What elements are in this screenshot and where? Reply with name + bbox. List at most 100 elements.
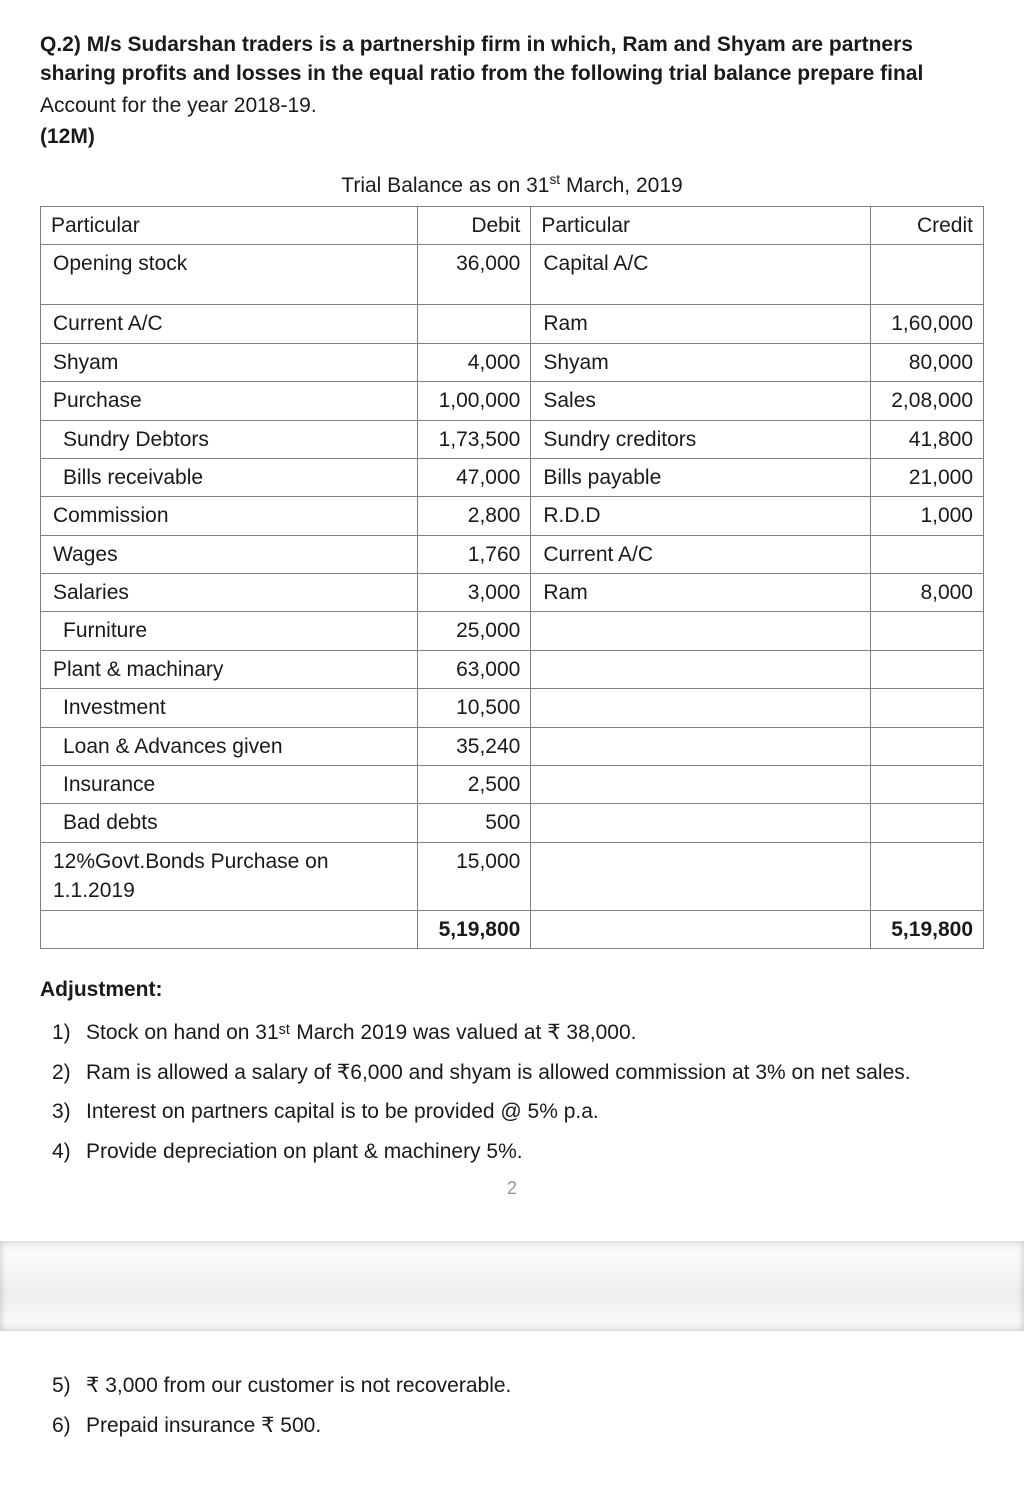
adjustment-number: 5) (52, 1371, 71, 1400)
table-row: Bills receivable47,000Bills payable21,00… (41, 458, 984, 496)
adjustment-heading: Adjustment: (40, 975, 984, 1004)
cell-particular-right (531, 842, 870, 910)
cell-particular-left: Plant & machinary (41, 650, 418, 688)
adjustment-number: 3) (52, 1097, 71, 1126)
table-row: Plant & machinary63,000 (41, 650, 984, 688)
cell-credit-total: 5,19,800 (870, 910, 983, 948)
adjustment-number: 1) (52, 1018, 71, 1047)
adjustment-item: 5) ₹ 3,000 from our customer is not reco… (86, 1371, 984, 1400)
header-particular-left: Particular (41, 206, 418, 244)
table-row: Wages1,760Current A/C (41, 535, 984, 573)
cell-debit: 1,00,000 (418, 382, 531, 420)
table-row: Loan & Advances given35,240 (41, 727, 984, 765)
table-row: Opening stock36,000Capital A/C (41, 245, 984, 305)
cell-debit: 36,000 (418, 245, 531, 305)
question-line1: Q.2) M/s Sudarshan traders is a partners… (40, 30, 984, 89)
table-row: Furniture25,000 (41, 612, 984, 650)
cell-particular-left: Bad debts (41, 804, 418, 842)
cell-credit (870, 535, 983, 573)
cell-debit: 3,000 (418, 574, 531, 612)
cell-particular-left: Sundry Debtors (41, 420, 418, 458)
cell-particular-right: Sales (531, 382, 870, 420)
cell-particular-left: Loan & Advances given (41, 727, 418, 765)
adjustment-item: 4) Provide depreciation on plant & machi… (86, 1137, 984, 1166)
cell-particular-left: Investment (41, 689, 418, 727)
table-row: Salaries3,000Ram8,000 (41, 574, 984, 612)
cell-debit (418, 305, 531, 343)
cell-particular-right (531, 804, 870, 842)
cell-particular-right: Ram (531, 305, 870, 343)
cell-particular-left: Current A/C (41, 305, 418, 343)
adjustment-text: Stock on hand on 31ˢᵗ March 2019 was val… (86, 1021, 636, 1044)
question-marks: (12M) (40, 122, 984, 151)
adjustment-text: Prepaid insurance ₹ 500. (86, 1414, 321, 1437)
cell-credit: 1,000 (870, 497, 983, 535)
cell-debit: 2,500 (418, 766, 531, 804)
cell-particular-right (531, 910, 870, 948)
adjustment-text: Interest on partners capital is to be pr… (86, 1100, 599, 1123)
cell-debit: 1,73,500 (418, 420, 531, 458)
cell-debit-total: 5,19,800 (418, 910, 531, 948)
cell-debit: 10,500 (418, 689, 531, 727)
header-particular-right: Particular (531, 206, 870, 244)
cell-particular-left: 12%Govt.Bonds Purchase on 1.1.2019 (41, 842, 418, 910)
cell-particular-left: Furniture (41, 612, 418, 650)
question-body: M/s Sudarshan traders is a partnership f… (40, 33, 923, 85)
adjustment-number: 2) (52, 1058, 71, 1087)
cell-credit (870, 650, 983, 688)
cell-debit: 2,800 (418, 497, 531, 535)
cell-particular-left: Opening stock (41, 245, 418, 305)
cell-credit (870, 766, 983, 804)
cell-particular-left: Commission (41, 497, 418, 535)
table-row: Bad debts500 (41, 804, 984, 842)
cell-particular-right: R.D.D (531, 497, 870, 535)
cell-particular-left: Shyam (41, 343, 418, 381)
adjustment-item: 1) Stock on hand on 31ˢᵗ March 2019 was … (86, 1018, 984, 1047)
table-row: Sundry Debtors1,73,500Sundry creditors41… (41, 420, 984, 458)
adjustment-number: 6) (52, 1411, 71, 1440)
cell-credit (870, 804, 983, 842)
cell-debit: 63,000 (418, 650, 531, 688)
cell-particular-right: Current A/C (531, 535, 870, 573)
adjustment-list-lower: 5) ₹ 3,000 from our customer is not reco… (40, 1371, 984, 1440)
adjustment-item: 3) Interest on partners capital is to be… (86, 1097, 984, 1126)
cell-particular-left: Purchase (41, 382, 418, 420)
cell-credit (870, 842, 983, 910)
table-row: 12%Govt.Bonds Purchase on 1.1.201915,000 (41, 842, 984, 910)
cell-credit (870, 689, 983, 727)
cell-credit: 8,000 (870, 574, 983, 612)
cell-particular-right (531, 689, 870, 727)
cell-credit: 21,000 (870, 458, 983, 496)
cell-debit: 25,000 (418, 612, 531, 650)
cell-particular-right (531, 727, 870, 765)
cell-debit: 4,000 (418, 343, 531, 381)
trial-balance-table: Particular Debit Particular Credit Openi… (40, 206, 984, 949)
page-number: 2 (40, 1176, 984, 1201)
cell-particular-right: Bills payable (531, 458, 870, 496)
cell-particular-right: Sundry creditors (531, 420, 870, 458)
cell-credit (870, 612, 983, 650)
cell-debit: 1,760 (418, 535, 531, 573)
adjustment-item: 2) Ram is allowed a salary of ₹6,000 and… (86, 1058, 984, 1087)
cell-credit: 2,08,000 (870, 382, 983, 420)
table-totals-row: 5,19,800 5,19,800 (41, 910, 984, 948)
trial-balance-title: Trial Balance as on 31st March, 2019 (40, 170, 984, 200)
question-prefix: Q.2) (40, 33, 87, 56)
adjustment-item: 6) Prepaid insurance ₹ 500. (86, 1411, 984, 1440)
cell-debit: 500 (418, 804, 531, 842)
table-row: Commission2,800R.D.D1,000 (41, 497, 984, 535)
table-row: Insurance2,500 (41, 766, 984, 804)
cell-particular-right (531, 612, 870, 650)
cell-particular-right (531, 766, 870, 804)
adjustment-number: 4) (52, 1137, 71, 1166)
table-row: Purchase1,00,000Sales2,08,000 (41, 382, 984, 420)
cell-credit: 1,60,000 (870, 305, 983, 343)
cell-particular-left: Salaries (41, 574, 418, 612)
page-break-shadow (0, 1241, 1024, 1331)
cell-particular-left: Wages (41, 535, 418, 573)
cell-debit: 35,240 (418, 727, 531, 765)
adjustment-text: ₹ 3,000 from our customer is not recover… (86, 1374, 511, 1397)
cell-debit: 15,000 (418, 842, 531, 910)
header-debit: Debit (418, 206, 531, 244)
cell-particular-left (41, 910, 418, 948)
